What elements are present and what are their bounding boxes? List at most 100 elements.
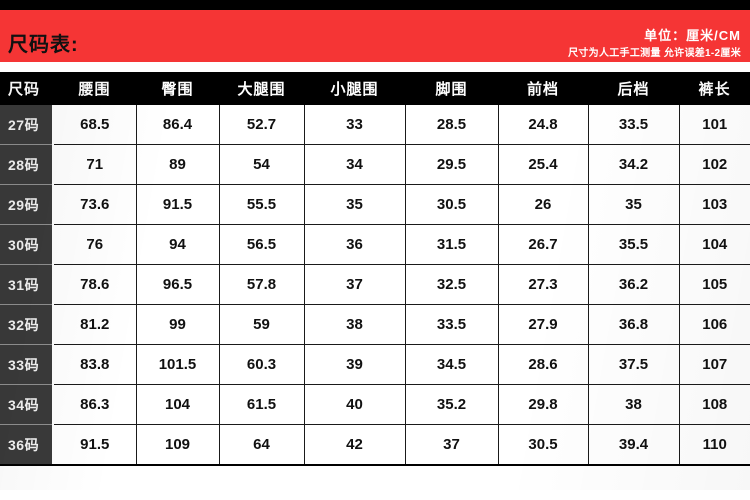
cell-back-rise: 39.4 — [588, 424, 680, 466]
cell-thigh: 54 — [219, 144, 305, 185]
table-row: 27码 68.5 86.4 52.7 33 28.5 24.8 33.5 101 — [0, 105, 750, 145]
cell-calf: 36 — [304, 224, 406, 265]
column-header-front-rise: 前档 — [498, 72, 588, 105]
cell-calf: 37 — [304, 264, 406, 305]
cell-length: 106 — [679, 304, 750, 345]
table-row: 36码 91.5 109 64 42 37 30.5 39.4 110 — [0, 424, 750, 466]
cell-back-rise: 36.2 — [588, 264, 680, 305]
cell-hip: 99 — [136, 304, 220, 345]
cell-thigh: 60.3 — [219, 344, 305, 385]
column-header-back-rise: 后档 — [588, 72, 679, 105]
cell-length: 103 — [679, 184, 750, 225]
cell-waist: 76 — [53, 224, 137, 265]
table-row: 34码 86.3 104 61.5 40 35.2 29.8 38 108 — [0, 384, 750, 425]
cell-hip: 96.5 — [136, 264, 220, 305]
size-table: 尺码 腰围 臀围 大腿围 小腿围 脚围 前档 后档 裤长 27码 68.5 86… — [0, 72, 750, 466]
cell-front-rise: 26.7 — [498, 224, 589, 265]
column-header-hip: 臀围 — [136, 72, 219, 105]
measurement-note: 尺寸为人工手工测量 允许误差1-2厘米 — [568, 48, 741, 59]
table-body: 27码 68.5 86.4 52.7 33 28.5 24.8 33.5 101… — [0, 105, 750, 466]
cell-back-rise: 33.5 — [588, 105, 680, 145]
cell-back-rise: 38 — [588, 384, 680, 425]
cell-length: 102 — [679, 144, 750, 185]
cell-calf: 39 — [304, 344, 406, 385]
column-header-waist: 腰围 — [53, 72, 136, 105]
cell-thigh: 52.7 — [219, 105, 305, 145]
cell-hip: 86.4 — [136, 105, 220, 145]
cell-waist: 68.5 — [53, 105, 137, 145]
cell-length: 107 — [679, 344, 750, 385]
cell-ankle: 32.5 — [405, 264, 499, 305]
cell-ankle: 33.5 — [405, 304, 499, 345]
cell-size: 30码 — [0, 224, 54, 265]
cell-calf: 33 — [304, 105, 406, 145]
cell-length: 105 — [679, 264, 750, 305]
unit-label: 单位：厘米/CM — [644, 28, 741, 43]
cell-front-rise: 25.4 — [498, 144, 589, 185]
cell-waist: 73.6 — [53, 184, 137, 225]
cell-calf: 35 — [304, 184, 406, 225]
cell-back-rise: 35.5 — [588, 224, 680, 265]
cell-size: 29码 — [0, 184, 54, 225]
cell-ankle: 28.5 — [405, 105, 499, 145]
cell-back-rise: 34.2 — [588, 144, 680, 185]
cell-waist: 81.2 — [53, 304, 137, 345]
cell-calf: 42 — [304, 424, 406, 466]
cell-size: 27码 — [0, 105, 54, 145]
red-banner: 尺码表: 单位：厘米/CM 尺寸为人工手工测量 允许误差1-2厘米 — [0, 10, 750, 62]
page-title: 尺码表: — [8, 34, 79, 56]
column-header-size: 尺码 — [0, 72, 53, 105]
cell-waist: 83.8 — [53, 344, 137, 385]
cell-ankle: 35.2 — [405, 384, 499, 425]
cell-back-rise: 37.5 — [588, 344, 680, 385]
cell-front-rise: 28.6 — [498, 344, 589, 385]
cell-size: 31码 — [0, 264, 54, 305]
cell-hip: 101.5 — [136, 344, 220, 385]
column-header-thigh: 大腿围 — [219, 72, 304, 105]
cell-hip: 89 — [136, 144, 220, 185]
cell-thigh: 61.5 — [219, 384, 305, 425]
cell-front-rise: 26 — [498, 184, 589, 225]
table-row: 33码 83.8 101.5 60.3 39 34.5 28.6 37.5 10… — [0, 344, 750, 385]
cell-thigh: 64 — [219, 424, 305, 466]
cell-back-rise: 35 — [588, 184, 680, 225]
cell-thigh: 56.5 — [219, 224, 305, 265]
cell-length: 104 — [679, 224, 750, 265]
cell-calf: 34 — [304, 144, 406, 185]
cell-calf: 40 — [304, 384, 406, 425]
cell-front-rise: 24.8 — [498, 105, 589, 145]
cell-waist: 71 — [53, 144, 137, 185]
cell-hip: 91.5 — [136, 184, 220, 225]
cell-front-rise: 27.9 — [498, 304, 589, 345]
cell-waist: 78.6 — [53, 264, 137, 305]
table-row: 29码 73.6 91.5 55.5 35 30.5 26 35 103 — [0, 184, 750, 225]
cell-hip: 109 — [136, 424, 220, 466]
cell-ankle: 37 — [405, 424, 499, 466]
cell-front-rise: 30.5 — [498, 424, 589, 466]
cell-ankle: 29.5 — [405, 144, 499, 185]
table-row: 28码 71 89 54 34 29.5 25.4 34.2 102 — [0, 144, 750, 185]
table-row: 32码 81.2 99 59 38 33.5 27.9 36.8 106 — [0, 304, 750, 345]
cell-size: 32码 — [0, 304, 54, 345]
table-header: 尺码 腰围 臀围 大腿围 小腿围 脚围 前档 后档 裤长 — [0, 72, 750, 105]
column-header-ankle: 脚围 — [405, 72, 498, 105]
cell-size: 36码 — [0, 424, 54, 466]
cell-calf: 38 — [304, 304, 406, 345]
cell-thigh: 55.5 — [219, 184, 305, 225]
header-row: 尺码 腰围 臀围 大腿围 小腿围 脚围 前档 后档 裤长 — [0, 72, 750, 105]
cell-ankle: 30.5 — [405, 184, 499, 225]
cell-size: 33码 — [0, 344, 54, 385]
cell-hip: 104 — [136, 384, 220, 425]
table-row: 30码 76 94 56.5 36 31.5 26.7 35.5 104 — [0, 224, 750, 265]
cell-hip: 94 — [136, 224, 220, 265]
size-table-container: 尺码 腰围 臀围 大腿围 小腿围 脚围 前档 后档 裤长 27码 68.5 86… — [0, 72, 750, 490]
cell-front-rise: 27.3 — [498, 264, 589, 305]
cell-front-rise: 29.8 — [498, 384, 589, 425]
cell-size: 34码 — [0, 384, 54, 425]
column-header-length: 裤长 — [679, 72, 750, 105]
cell-thigh: 59 — [219, 304, 305, 345]
cell-length: 108 — [679, 384, 750, 425]
cell-size: 28码 — [0, 144, 54, 185]
cell-ankle: 34.5 — [405, 344, 499, 385]
